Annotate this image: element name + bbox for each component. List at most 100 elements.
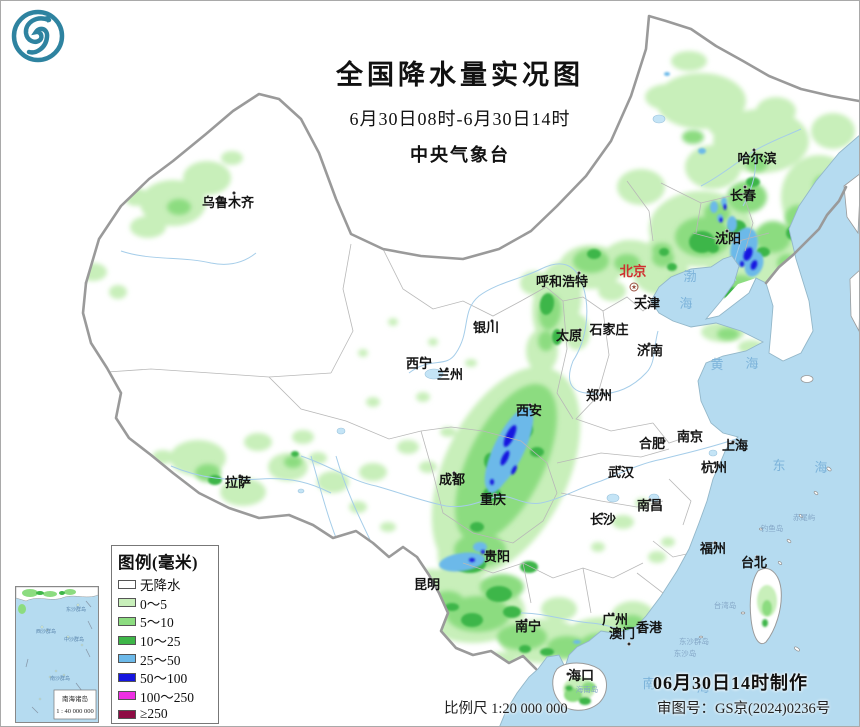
city-dot xyxy=(444,366,450,372)
sea-label: 海 xyxy=(814,460,827,475)
city-dot xyxy=(489,318,495,324)
city-dot xyxy=(637,628,643,634)
city-label: 长沙 xyxy=(590,512,616,527)
city-label: 北京 xyxy=(620,263,647,279)
city-label: 呼和浩特 xyxy=(536,274,588,289)
city-dot xyxy=(661,438,667,444)
legend-swatch xyxy=(118,672,136,682)
sea-label: 海 xyxy=(696,680,709,695)
inset-label: 中沙群岛 xyxy=(64,636,84,643)
city-label: 合肥 xyxy=(639,436,665,451)
city-label: 昆明 xyxy=(414,577,440,592)
sea-label: 渤 xyxy=(683,269,696,284)
city-dot xyxy=(527,402,533,408)
city-label: 乌鲁木齐 xyxy=(202,195,255,210)
legend-row: 50～100 xyxy=(118,668,213,687)
city-dot xyxy=(523,617,529,623)
inset-title: 南海诸岛 xyxy=(62,694,88,703)
city-dot xyxy=(647,497,653,503)
city-dot xyxy=(496,548,502,554)
cma-logo xyxy=(9,7,67,65)
city-dot xyxy=(754,554,760,560)
taiwan-rain xyxy=(757,585,777,627)
city-dot xyxy=(565,671,571,677)
island-label: 海南岛 xyxy=(576,684,599,694)
legend-items: 无降水 0～5 5～10 10～25 25～50 50～100 100～250 ≥250 xyxy=(118,575,213,724)
legend-swatch xyxy=(118,616,136,626)
city-label: 重庆 xyxy=(480,492,506,507)
city-label: 南昌 xyxy=(637,498,663,513)
made-at-text: 06月30日14时制作 xyxy=(653,673,808,693)
legend-box: 图例(毫米) 无降水 0～5 5～10 10～25 25～50 50～100 100～250… xyxy=(111,545,219,724)
rain-50-100 xyxy=(469,204,758,562)
city-label: 郑州 xyxy=(586,388,612,403)
city-label: 成都 xyxy=(439,472,465,487)
capital-symbol xyxy=(629,282,639,292)
city-dot xyxy=(231,190,237,196)
legend-swatch xyxy=(118,654,136,664)
hainan-rain xyxy=(563,677,596,705)
japan-sliver-2 xyxy=(849,270,859,332)
legend-row: ≥250 xyxy=(118,705,213,724)
city-dot xyxy=(577,327,583,333)
city-dot xyxy=(712,460,718,466)
city-label: 台北 xyxy=(741,555,767,570)
legend-swatch xyxy=(118,598,136,608)
sea-label: 东 xyxy=(772,458,785,473)
city-label: 银川 xyxy=(473,320,499,335)
legend-row: 100～250 xyxy=(118,687,213,706)
city-label: 杭州 xyxy=(701,460,727,475)
capital-star-icon xyxy=(631,284,637,290)
legend-row: 25～50 xyxy=(118,649,213,668)
city-label: 沈阳 xyxy=(715,231,741,246)
city-dot xyxy=(646,341,652,347)
legend-swatch xyxy=(118,579,136,589)
province-borders xyxy=(92,180,770,614)
map-scale-text: 比例尺 1:20 000 000 xyxy=(444,701,568,717)
legend-row: 0～5 xyxy=(118,594,213,613)
city-label: 福州 xyxy=(699,541,726,556)
japan-sliver-1 xyxy=(843,174,859,235)
city-label: 香港 xyxy=(635,620,663,635)
legend-label: 25～50 xyxy=(140,652,181,668)
city-label: 澳门 xyxy=(609,626,635,641)
sea-label: 黄 xyxy=(710,357,723,372)
city-label: 上海 xyxy=(722,438,748,453)
legend-row: 5～10 xyxy=(118,612,213,631)
city-label: 济南 xyxy=(637,343,663,358)
city-dot xyxy=(610,611,616,617)
legend-label: 无降水 xyxy=(140,578,181,594)
city-label: 西安 xyxy=(516,403,542,418)
island-label: 东沙岛 xyxy=(674,648,697,658)
city-label: 拉萨 xyxy=(225,475,251,490)
approval-number-text: 审图号：GS京(2024)0236号 xyxy=(657,701,831,717)
city-label: 西宁 xyxy=(406,356,432,371)
city-label: 武汉 xyxy=(608,465,635,480)
legend-label: 100～250 xyxy=(140,689,194,705)
cma-dragon-icon xyxy=(11,9,65,63)
city-dot xyxy=(606,322,612,328)
city-label: 贵阳 xyxy=(484,549,510,564)
legend-swatch xyxy=(118,691,136,701)
city-dot xyxy=(599,511,605,517)
legend-row: 10～25 xyxy=(118,631,213,650)
city-label: 太原 xyxy=(555,328,582,343)
jeju-island xyxy=(800,375,814,383)
sea-label: 海 xyxy=(745,356,758,371)
city-dot xyxy=(617,464,623,470)
island-label: 台湾岛 xyxy=(714,600,737,610)
sea-label: 南 xyxy=(642,676,655,691)
legend-row: 无降水 xyxy=(118,575,213,594)
legend-swatch xyxy=(118,709,136,719)
city-dot xyxy=(712,540,718,546)
legend-label: ≥250 xyxy=(140,706,168,722)
city-label: 广州 xyxy=(602,612,628,627)
city-label: 长春 xyxy=(730,188,757,203)
city-dot xyxy=(730,439,736,445)
city-dot xyxy=(419,355,425,361)
city-label: 兰州 xyxy=(437,367,463,382)
